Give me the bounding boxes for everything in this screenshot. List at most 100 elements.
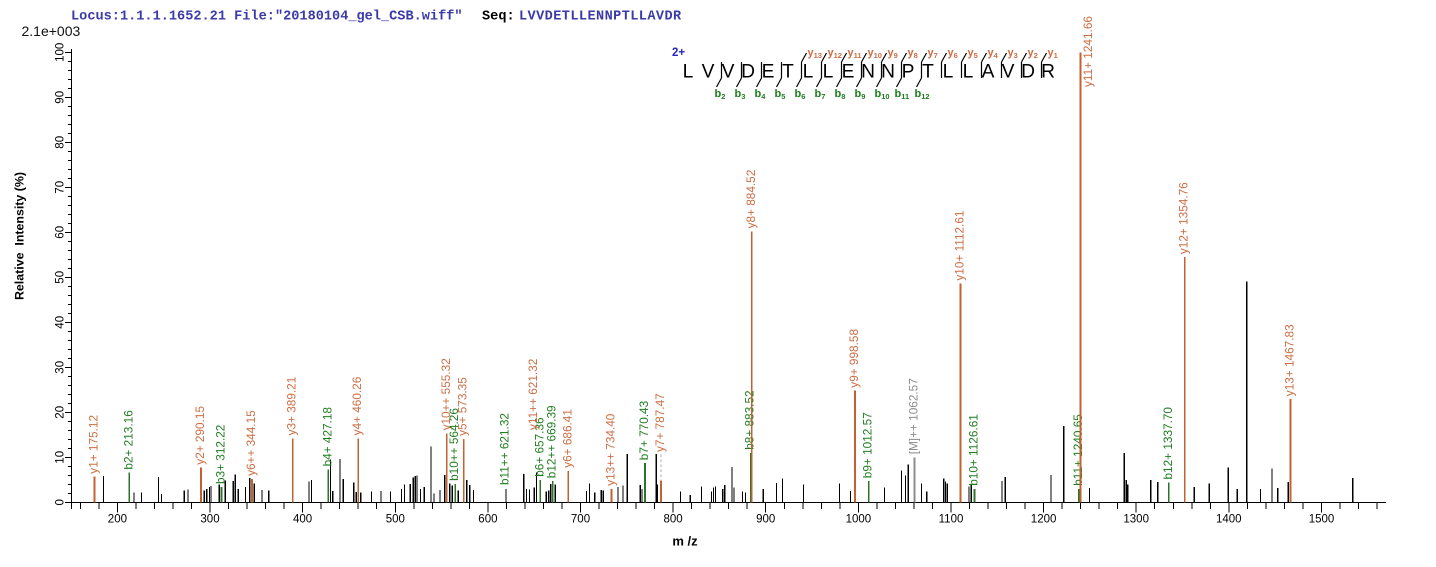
svg-text:1200: 1200 (1031, 514, 1057, 526)
svg-text:b9+ 1012.57: b9+ 1012.57 (861, 412, 875, 478)
svg-text:y6: y6 (948, 47, 958, 60)
svg-text:Seq:: Seq: (482, 10, 515, 25)
svg-text:L: L (943, 62, 954, 83)
svg-text:y13+ 1467.83: y13+ 1467.83 (1283, 324, 1297, 396)
svg-text:y11++ 621.32: y11++ 621.32 (526, 359, 540, 430)
svg-text:y13++ 734.40: y13++ 734.40 (604, 413, 618, 486)
svg-text:y10++ 555.32: y10++ 555.32 (439, 358, 453, 430)
svg-text:T: T (922, 62, 934, 83)
svg-text:y1: y1 (1048, 47, 1058, 60)
svg-text:10: 10 (55, 451, 67, 464)
svg-text:y8: y8 (908, 47, 918, 60)
svg-text:b12+ 1337.70: b12+ 1337.70 (1161, 407, 1175, 480)
svg-text:1100: 1100 (939, 514, 964, 526)
svg-text:y10+ 1112.61: y10+ 1112.61 (953, 211, 967, 281)
svg-text:b8+ 883.52: b8+ 883.52 (743, 390, 757, 449)
svg-text:b11: b11 (895, 88, 910, 101)
svg-text:2.1e+003: 2.1e+003 (22, 23, 81, 39)
svg-text:800: 800 (664, 514, 683, 526)
svg-text:y7+ 787.47: y7+ 787.47 (653, 393, 667, 452)
svg-text:y7: y7 (928, 47, 938, 60)
svg-text:b2: b2 (715, 88, 726, 101)
svg-text:1000: 1000 (846, 514, 872, 526)
svg-text:N: N (861, 62, 875, 83)
svg-text:900: 900 (756, 514, 775, 526)
svg-text:T: T (782, 62, 794, 83)
svg-text:600: 600 (478, 514, 497, 526)
svg-text:y9: y9 (888, 47, 898, 60)
svg-text:60: 60 (55, 226, 67, 239)
svg-text:y2: y2 (1028, 47, 1038, 60)
svg-text:y5: y5 (968, 47, 978, 60)
svg-text:300: 300 (200, 514, 219, 526)
svg-text:y6+ 686.41: y6+ 686.41 (560, 409, 574, 468)
svg-text:y8+ 884.52: y8+ 884.52 (744, 170, 758, 229)
svg-text:b11+ 1240.65: b11+ 1240.65 (1071, 414, 1085, 486)
svg-text:b12++ 669.39: b12++ 669.39 (545, 405, 559, 478)
svg-text:b3: b3 (735, 88, 746, 101)
svg-text:D: D (1021, 62, 1035, 83)
svg-text:y1+ 175.12: y1+ 175.12 (87, 415, 101, 474)
svg-text:E: E (842, 62, 855, 83)
svg-text:b7: b7 (815, 88, 826, 101)
svg-text:50: 50 (55, 271, 67, 284)
svg-text:R: R (1041, 62, 1055, 83)
svg-text:[M]++ 1062.57: [M]++ 1062.57 (907, 378, 921, 454)
svg-text:E: E (762, 62, 775, 83)
svg-text:b4+ 427.18: b4+ 427.18 (320, 407, 334, 467)
svg-text:LVVDETLLENNPTLLAVDR: LVVDETLLENNPTLLAVDR (519, 10, 682, 25)
svg-text:40: 40 (55, 316, 67, 329)
svg-text:2+: 2+ (672, 47, 685, 59)
svg-text:b3+ 312.22: b3+ 312.22 (214, 425, 228, 484)
svg-text:b10++ 564.26: b10++ 564.26 (447, 408, 461, 481)
svg-text:b9: b9 (855, 88, 866, 101)
svg-text:y3: y3 (1008, 47, 1018, 60)
svg-text:100: 100 (55, 43, 67, 62)
svg-text:1500: 1500 (1309, 514, 1335, 526)
svg-text:L: L (803, 62, 814, 83)
svg-text:700: 700 (571, 514, 590, 526)
svg-text:Relative Intensity (%): Relative Intensity (%) (13, 172, 27, 300)
svg-text:y2+ 290.15: y2+ 290.15 (193, 406, 207, 465)
svg-text:P: P (902, 62, 915, 83)
svg-text:1300: 1300 (1123, 514, 1149, 526)
svg-text:b2+ 213.16: b2+ 213.16 (121, 410, 135, 470)
svg-text:b4: b4 (755, 88, 767, 101)
svg-text:1400: 1400 (1216, 514, 1242, 526)
svg-text:m /z: m /z (672, 534, 698, 549)
svg-text:0: 0 (55, 499, 67, 505)
svg-text:L: L (683, 62, 694, 83)
svg-text:y4+ 460.26: y4+ 460.26 (350, 376, 364, 435)
svg-text:b11++ 621.32: b11++ 621.32 (498, 413, 512, 485)
svg-text:b10+ 1126.61: b10+ 1126.61 (967, 414, 981, 486)
svg-text:L: L (963, 62, 974, 83)
svg-text:y11: y11 (848, 47, 862, 60)
svg-text:A: A (982, 62, 995, 83)
svg-text:y13: y13 (808, 47, 822, 60)
svg-text:b5: b5 (775, 88, 786, 101)
svg-text:y6++ 344.15: y6++ 344.15 (244, 410, 258, 476)
svg-text:90: 90 (55, 91, 67, 104)
svg-text:V: V (722, 62, 735, 83)
svg-text:b6+ 657.36: b6+ 657.36 (532, 417, 546, 477)
svg-text:b8: b8 (835, 88, 846, 101)
svg-text:200: 200 (108, 514, 127, 526)
svg-text:70: 70 (55, 181, 67, 194)
svg-text:y3+ 389.21: y3+ 389.21 (285, 377, 299, 436)
svg-text:y12+ 1354.76: y12+ 1354.76 (1177, 182, 1191, 254)
svg-text:20: 20 (55, 406, 67, 419)
svg-text:y4: y4 (988, 47, 999, 60)
svg-text:b10: b10 (875, 88, 890, 101)
svg-text:400: 400 (293, 514, 312, 526)
svg-text:500: 500 (386, 514, 405, 526)
svg-text:30: 30 (55, 361, 67, 374)
svg-text:Locus:1.1.1.1652.21 File:"2018: Locus:1.1.1.1652.21 File:"20180104_gel_C… (71, 10, 463, 25)
svg-text:b6: b6 (795, 88, 806, 101)
svg-text:V: V (1002, 62, 1015, 83)
svg-text:80: 80 (55, 136, 67, 149)
svg-text:y12: y12 (828, 47, 842, 60)
svg-text:y9+ 998.58: y9+ 998.58 (847, 329, 861, 388)
svg-text:y11+ 1241.66: y11+ 1241.66 (1081, 16, 1095, 87)
svg-text:b12: b12 (915, 88, 930, 101)
svg-text:y5+ 573.35: y5+ 573.35 (456, 377, 470, 436)
